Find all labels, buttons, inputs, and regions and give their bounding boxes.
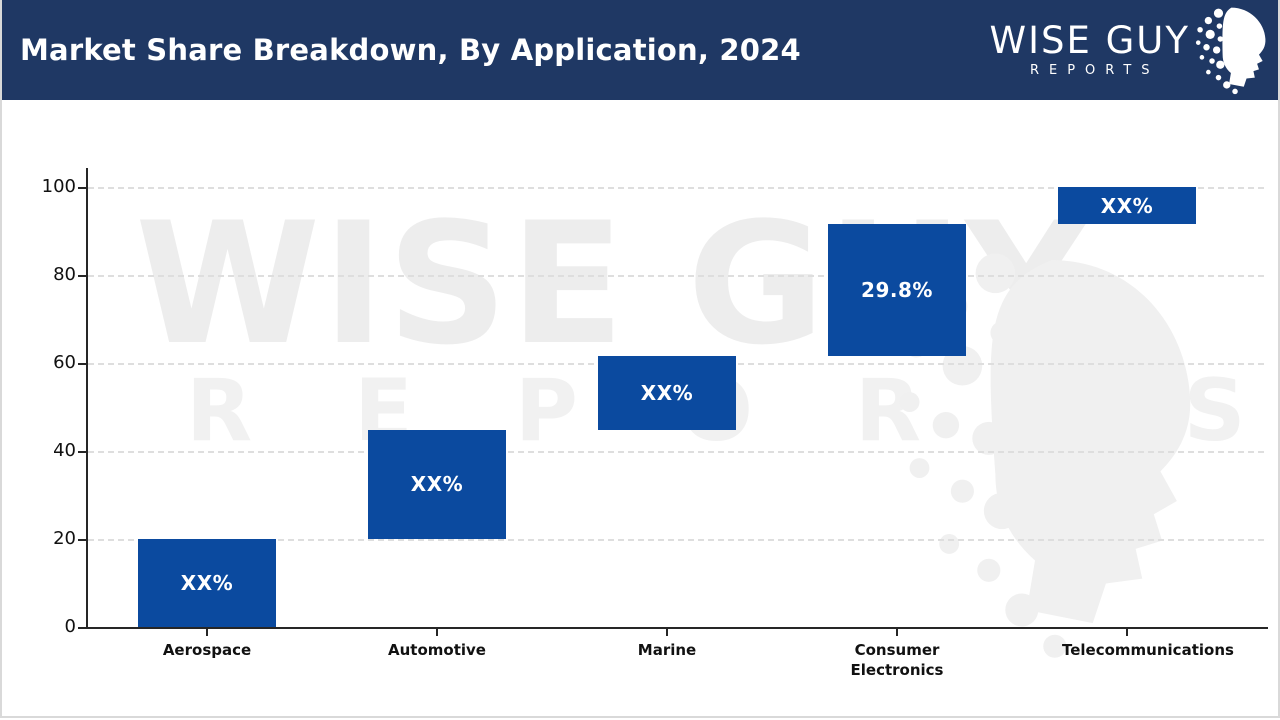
y-tick-100 bbox=[78, 187, 86, 189]
brand-logo: WISE GUY REPORTS bbox=[990, 4, 1280, 96]
bar-aerospace: XX% bbox=[138, 539, 276, 627]
gridline-80 bbox=[88, 275, 1264, 277]
bar-telecommunications: XX% bbox=[1058, 187, 1196, 225]
x-tick-aerospace bbox=[206, 629, 208, 636]
header-bar: Market Share Breakdown, By Application, … bbox=[0, 0, 1280, 100]
y-tick-label-20: 20 bbox=[53, 528, 76, 549]
bar-marine: XX% bbox=[598, 355, 736, 430]
y-tick-40 bbox=[78, 451, 86, 453]
y-tick-label-80: 80 bbox=[53, 264, 76, 285]
y-tick-20 bbox=[78, 539, 86, 541]
page-title: Market Share Breakdown, By Application, … bbox=[20, 33, 801, 67]
y-tick-label-60: 60 bbox=[53, 352, 76, 373]
x-category-label-consumer-electronics: Consumer Electronics bbox=[850, 641, 944, 680]
gridline-100 bbox=[88, 187, 1264, 189]
bar-value-label: XX% bbox=[1100, 193, 1154, 218]
bar-automotive: XX% bbox=[368, 429, 506, 539]
bar-value-label: 29.8% bbox=[861, 277, 933, 302]
face-dots-icon bbox=[1195, 7, 1266, 95]
x-tick-consumer-electronics bbox=[896, 629, 898, 636]
bar-value-label: XX% bbox=[640, 380, 694, 405]
y-tick-80 bbox=[78, 275, 86, 277]
brand-logo-text: WISE GUY REPORTS bbox=[990, 22, 1190, 78]
chart-plot-area: WISE GUY R E P O R T S 0 20 40 60 80 100 XX% Ae… bbox=[0, 100, 1280, 720]
bar-value-label: XX% bbox=[410, 472, 464, 497]
y-tick-label-100: 100 bbox=[41, 176, 76, 197]
y-tick-label-0: 0 bbox=[64, 616, 76, 637]
x-category-label-marine: Marine bbox=[637, 641, 697, 659]
x-tick-marine bbox=[666, 629, 668, 636]
x-category-label-aerospace: Aerospace bbox=[162, 641, 252, 659]
brand-name: WISE GUY bbox=[989, 19, 1190, 62]
x-tick-telecommunications bbox=[1126, 629, 1128, 636]
gridline-20 bbox=[88, 539, 1264, 541]
x-axis-spine bbox=[86, 627, 1268, 629]
x-tick-automotive bbox=[436, 629, 438, 636]
x-category-label-telecommunications: Telecommunications bbox=[1062, 641, 1234, 659]
y-tick-60 bbox=[78, 363, 86, 365]
bar-value-label: XX% bbox=[180, 571, 234, 595]
x-category-label-automotive: Automotive bbox=[388, 641, 486, 659]
watermark-text-2: R E P O R T S bbox=[186, 361, 1280, 461]
y-tick-0 bbox=[78, 627, 86, 629]
gridline-40 bbox=[88, 451, 1264, 453]
y-tick-label-40: 40 bbox=[53, 440, 76, 461]
brand-subtitle: REPORTS bbox=[1029, 63, 1160, 78]
bar-consumer-electronics: 29.8% bbox=[828, 224, 966, 356]
watermark-text-1: WISE GUY bbox=[135, 186, 1090, 382]
y-axis-spine bbox=[86, 168, 88, 629]
